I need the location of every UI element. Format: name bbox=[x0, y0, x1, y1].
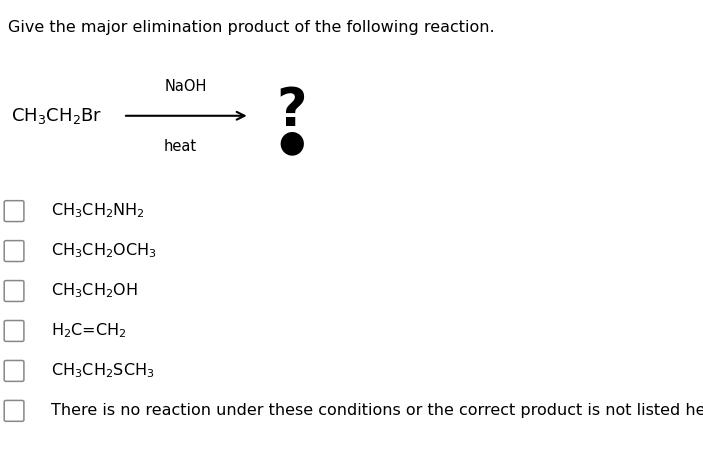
FancyBboxPatch shape bbox=[4, 400, 24, 421]
Text: Give the major elimination product of the following reaction.: Give the major elimination product of th… bbox=[8, 20, 495, 35]
Text: ●: ● bbox=[278, 128, 305, 158]
Text: H$_2$C=CH$_2$: H$_2$C=CH$_2$ bbox=[51, 321, 127, 340]
FancyBboxPatch shape bbox=[4, 321, 24, 341]
FancyBboxPatch shape bbox=[4, 201, 24, 222]
Text: heat: heat bbox=[164, 138, 198, 154]
Text: CH$_3$CH$_2$NH$_2$: CH$_3$CH$_2$NH$_2$ bbox=[51, 202, 144, 221]
Text: There is no reaction under these conditions or the correct product is not listed: There is no reaction under these conditi… bbox=[51, 403, 703, 419]
FancyBboxPatch shape bbox=[4, 360, 24, 381]
Text: NaOH: NaOH bbox=[165, 79, 207, 94]
Text: CH$_3$CH$_2$OH: CH$_3$CH$_2$OH bbox=[51, 281, 138, 301]
Text: CH$_3$CH$_2$SCH$_3$: CH$_3$CH$_2$SCH$_3$ bbox=[51, 361, 154, 380]
FancyBboxPatch shape bbox=[4, 241, 24, 262]
FancyBboxPatch shape bbox=[4, 281, 24, 301]
Text: CH$_3$CH$_2$OCH$_3$: CH$_3$CH$_2$OCH$_3$ bbox=[51, 242, 157, 261]
Text: ?: ? bbox=[276, 85, 307, 137]
Text: CH$_3$CH$_2$Br: CH$_3$CH$_2$Br bbox=[11, 106, 102, 126]
